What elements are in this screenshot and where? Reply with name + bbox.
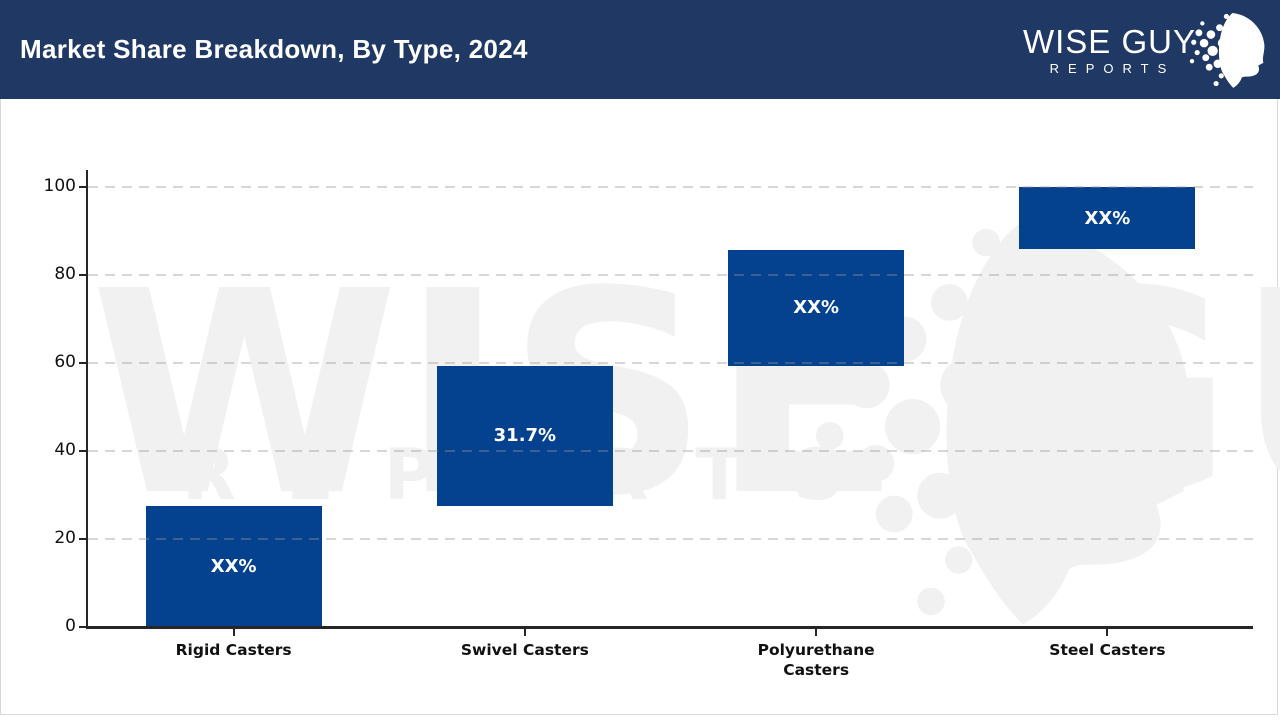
brand-logo: WISE GUY REPORTS xyxy=(1023,4,1272,96)
gridline-y-60 xyxy=(88,362,1253,364)
gridline-y-40 xyxy=(88,450,1253,452)
gridline-y-80 xyxy=(88,274,1253,276)
y-tick-label-80: 80 xyxy=(54,264,76,284)
y-tick-20 xyxy=(79,538,86,540)
y-tick-label-100: 100 xyxy=(43,176,76,196)
category-label-3: Polyurethane Casters xyxy=(757,641,875,680)
category-label-2: Swivel Casters xyxy=(460,641,589,659)
bar-value-label-2: 31.7% xyxy=(493,425,557,447)
bar-value-label-4: XX% xyxy=(1084,207,1131,229)
y-axis-line xyxy=(86,170,88,629)
brand-name: WISE GUY xyxy=(1022,22,1196,60)
y-tick-100 xyxy=(79,186,86,188)
header-bar: Market Share Breakdown, By Type, 2024 WI… xyxy=(0,0,1280,99)
chart-title: Market Share Breakdown, By Type, 2024 xyxy=(20,34,528,64)
x-axis-line xyxy=(88,626,1253,629)
bar-segment-4: XX% xyxy=(1019,187,1196,250)
x-tick-2 xyxy=(523,629,526,636)
bar-segment-1: XX% xyxy=(145,505,322,627)
bar-value-label-3: XX% xyxy=(793,297,840,319)
category-label-1: Rigid Casters xyxy=(175,641,292,659)
y-tick-label-0: 0 xyxy=(65,616,76,636)
bar-value-label-1: XX% xyxy=(210,555,257,577)
x-tick-4 xyxy=(1106,629,1109,636)
gridline-y-100 xyxy=(88,186,1253,188)
y-tick-0 xyxy=(79,626,86,628)
x-tick-1 xyxy=(232,629,235,636)
gridline-y-20 xyxy=(88,538,1253,540)
x-tick-3 xyxy=(815,629,818,636)
plot-area: XX% 31.7% XX% XX% xyxy=(88,186,1253,627)
bar-segment-2: 31.7% xyxy=(436,366,613,506)
y-tick-label-20: 20 xyxy=(54,528,76,548)
bar-segment-3: XX% xyxy=(728,249,905,367)
y-tick-40 xyxy=(79,450,86,452)
y-tick-label-40: 40 xyxy=(54,440,76,460)
watermark-face-icon xyxy=(790,224,1190,625)
brand-face-icon xyxy=(1189,13,1265,88)
brand-subname: REPORTS xyxy=(1049,61,1176,77)
brand-logo-text: WISE GUY REPORTS xyxy=(1022,22,1196,77)
y-tick-60 xyxy=(79,362,86,364)
y-tick-80 xyxy=(79,274,86,276)
category-label-4: Steel Casters xyxy=(1049,641,1166,659)
y-tick-label-60: 60 xyxy=(54,352,76,372)
